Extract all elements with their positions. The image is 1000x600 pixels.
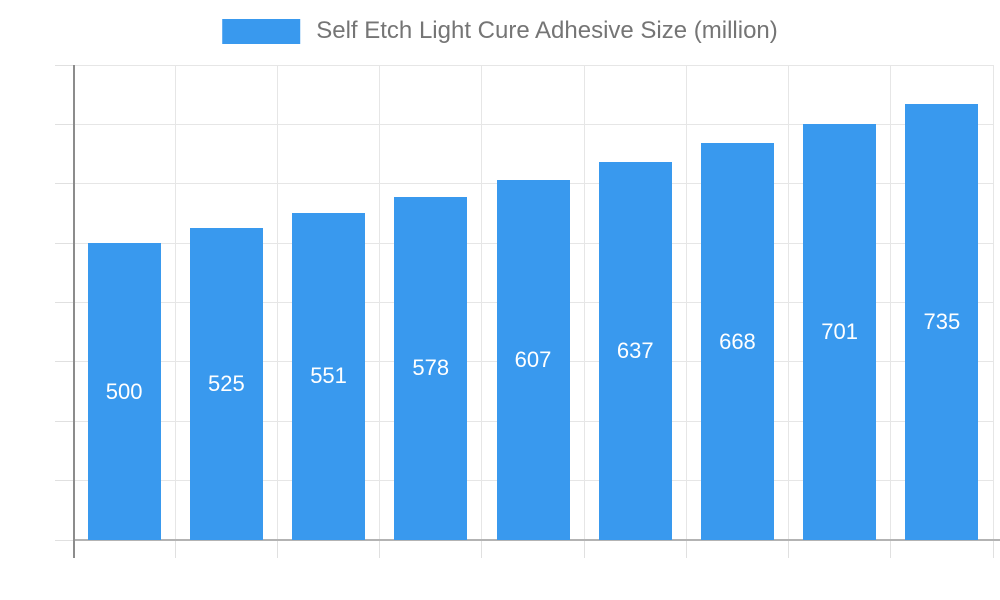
y-axis-line [73, 65, 75, 558]
tick-y-0 [55, 539, 73, 541]
x-axis-label-2028 [380, 562, 482, 592]
gridline-x-6 [685, 65, 687, 540]
bar-2032[interactable]: 701 [803, 123, 877, 540]
x-axis-label-2027 [277, 562, 379, 592]
gridline-x-3 [379, 65, 381, 540]
legend-swatch [222, 18, 301, 44]
bar-value-label: 701 [821, 318, 859, 344]
tick-y-300 [55, 361, 73, 363]
tick-x-1 [174, 540, 176, 558]
bar-value-label: 735 [923, 308, 961, 334]
bar-2028[interactable]: 578 [394, 196, 468, 540]
bar-value-label: 551 [310, 363, 347, 389]
tick-x-8 [890, 540, 892, 558]
bar-2033[interactable]: 735 [905, 103, 979, 540]
tick-x-4 [481, 540, 483, 558]
bar-value-label: 578 [412, 355, 450, 381]
plot-area: 500 525 551 578 607 637 668 701 735 [55, 64, 1000, 558]
gridline-x-2 [276, 65, 278, 540]
y-axis-label [3, 230, 55, 256]
legend-label: Self Etch Light Cure Adhesive Size (mill… [316, 17, 778, 44]
tick-y-200 [55, 420, 73, 422]
gridline-x-9 [992, 65, 994, 540]
x-axis-label-2033 [891, 562, 993, 592]
x-axis-label-2030 [584, 562, 686, 592]
bar-value-label: 668 [719, 328, 756, 354]
bar-value-label: 525 [207, 371, 245, 397]
y-axis-label [3, 527, 55, 553]
y-axis-label [3, 468, 55, 494]
legend-item[interactable]: Self Etch Light Cure Adhesive Size (mill… [222, 17, 778, 45]
y-axis-label [3, 408, 55, 434]
y-axis-label [3, 290, 55, 316]
gridline-x-5 [583, 65, 585, 540]
bar-2030[interactable]: 637 [598, 161, 672, 540]
bar-2027[interactable]: 551 [292, 212, 366, 540]
gridline-y-800 [73, 64, 993, 66]
tick-y-600 [55, 183, 73, 185]
gridline-y-700 [73, 123, 993, 125]
gridline-x-1 [174, 65, 176, 540]
tick-x-2 [276, 540, 278, 558]
gridline-x-8 [890, 65, 892, 540]
gridline-x-7 [788, 65, 790, 540]
x-axis-label-2029 [482, 562, 584, 592]
y-axis-label [3, 52, 55, 78]
tick-x-3 [379, 540, 381, 558]
tick-x-6 [685, 540, 687, 558]
bar-2025[interactable]: 500 [87, 243, 161, 540]
bar-2026[interactable]: 525 [189, 228, 263, 540]
tick-y-700 [55, 123, 73, 125]
tick-x-9 [992, 540, 994, 558]
tick-y-100 [55, 480, 73, 482]
x-axis-label-2026 [175, 562, 277, 592]
x-axis-line [73, 539, 1000, 541]
y-axis-label [3, 111, 55, 137]
y-axis-label [3, 171, 55, 197]
tick-y-800 [55, 64, 73, 66]
x-axis-label-2032 [789, 562, 891, 592]
gridline-x-4 [481, 65, 483, 540]
tick-x-7 [788, 540, 790, 558]
bar-2031[interactable]: 668 [700, 143, 774, 540]
x-axis-label-2025 [73, 562, 175, 592]
bar-2029[interactable]: 607 [496, 179, 570, 540]
y-axis-label [3, 349, 55, 375]
bar-value-label: 500 [105, 378, 143, 404]
tick-y-400 [55, 302, 73, 303]
tick-y-500 [55, 242, 73, 244]
x-axis-label-2031 [686, 562, 788, 592]
tick-x-5 [583, 540, 585, 558]
bar-value-label: 607 [514, 346, 552, 372]
bar-value-label: 637 [616, 337, 654, 363]
